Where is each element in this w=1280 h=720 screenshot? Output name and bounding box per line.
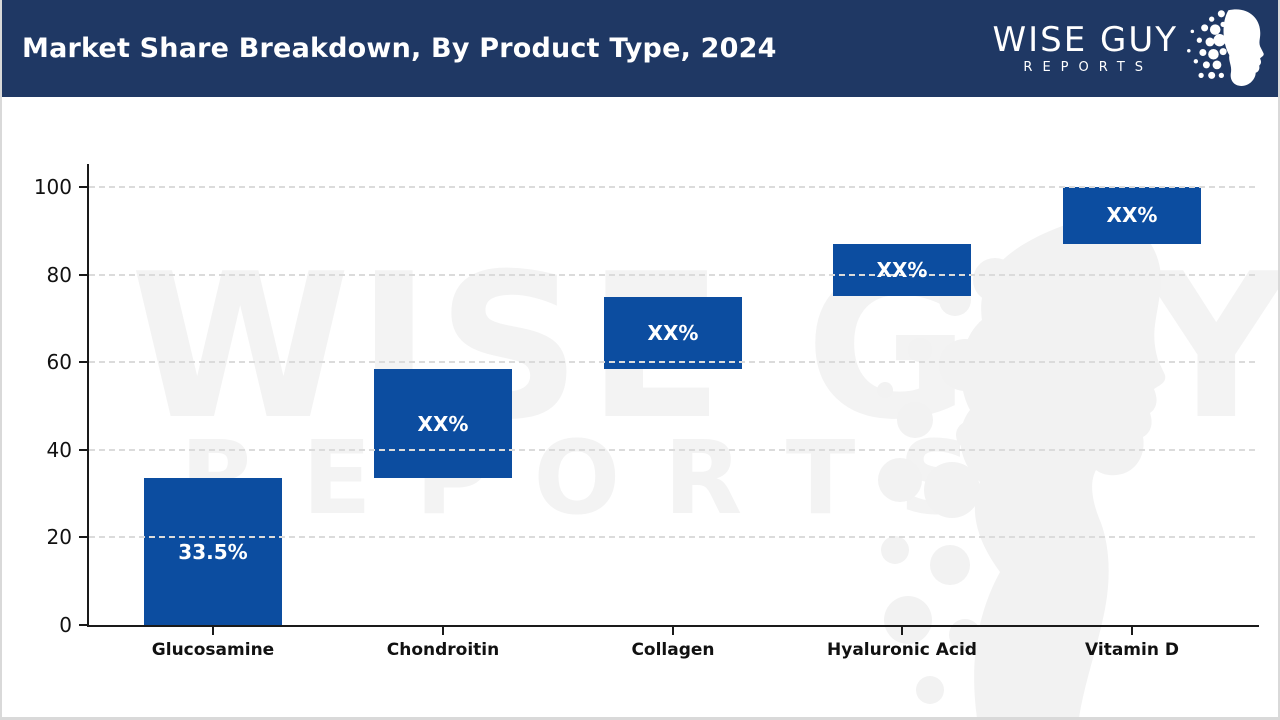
x-axis-tick <box>672 627 674 635</box>
x-axis-line <box>87 625 1259 627</box>
bar-vitamin-d <box>1063 187 1201 244</box>
y-axis-tick-label: 40 <box>46 437 72 462</box>
gridline <box>89 361 1255 364</box>
bar-collagen <box>604 296 742 369</box>
bar-chondroitin <box>374 368 512 479</box>
gridline <box>89 186 1255 188</box>
x-axis-tick <box>212 627 214 635</box>
header-banner: Market Share Breakdown, By Product Type,… <box>2 0 1278 97</box>
gridline <box>89 448 1255 451</box>
x-axis-tick <box>901 627 903 635</box>
x-axis-category-label: Chondroitin <box>386 640 500 660</box>
bar-value-label-glucosamine: 33.5% <box>178 539 248 564</box>
y-axis-tick-label: 20 <box>46 525 72 550</box>
y-axis-tick-label: 0 <box>59 613 72 637</box>
bar-glucosamine <box>144 478 282 625</box>
x-axis-category-label: Glucosamine <box>151 640 275 660</box>
bar-hyaluronic-acid <box>833 243 971 297</box>
y-axis-tick <box>79 536 87 539</box>
x-axis-category-label: Hyaluronic Acid <box>827 640 977 660</box>
bar-value-label-chondroitin: XX% <box>417 411 469 436</box>
y-axis-line <box>87 164 89 627</box>
x-axis-category-label: Vitamin D <box>1085 640 1179 660</box>
watermark-subtext: R E P O R T S <box>180 419 977 538</box>
face-profile-logo-icon <box>1187 8 1264 86</box>
gridline <box>89 536 1255 539</box>
y-axis-tick-label: 80 <box>46 262 72 287</box>
x-axis-category-label: Collagen <box>631 640 715 660</box>
bar-value-label-hyaluronic-acid: XX% <box>876 258 928 283</box>
chart-title: Market Share Breakdown, By Product Type,… <box>22 33 777 64</box>
bar-value-label-vitamin-d: XX% <box>1106 203 1158 228</box>
x-axis-tick <box>442 627 444 635</box>
x-axis-tick <box>1131 627 1133 635</box>
watermark-face-icon <box>877 216 1166 717</box>
y-axis-tick <box>79 361 87 364</box>
gridline <box>89 273 1255 276</box>
logo-subtext: REPORTS <box>1023 59 1154 75</box>
wiseguy-logo: WISE GUY REPORTS <box>992 4 1268 94</box>
logo-wordmark: WISE GUY <box>992 19 1178 60</box>
y-axis-tick-label: 100 <box>33 175 72 199</box>
y-axis-tick <box>79 448 87 451</box>
logo-text: WISE GUY REPORTS <box>992 23 1178 75</box>
y-axis-tick-label: 60 <box>46 350 72 375</box>
y-axis-tick <box>79 186 87 188</box>
y-axis-tick <box>79 624 87 626</box>
y-axis-tick <box>79 273 87 276</box>
bar-value-label-collagen: XX% <box>647 320 699 345</box>
